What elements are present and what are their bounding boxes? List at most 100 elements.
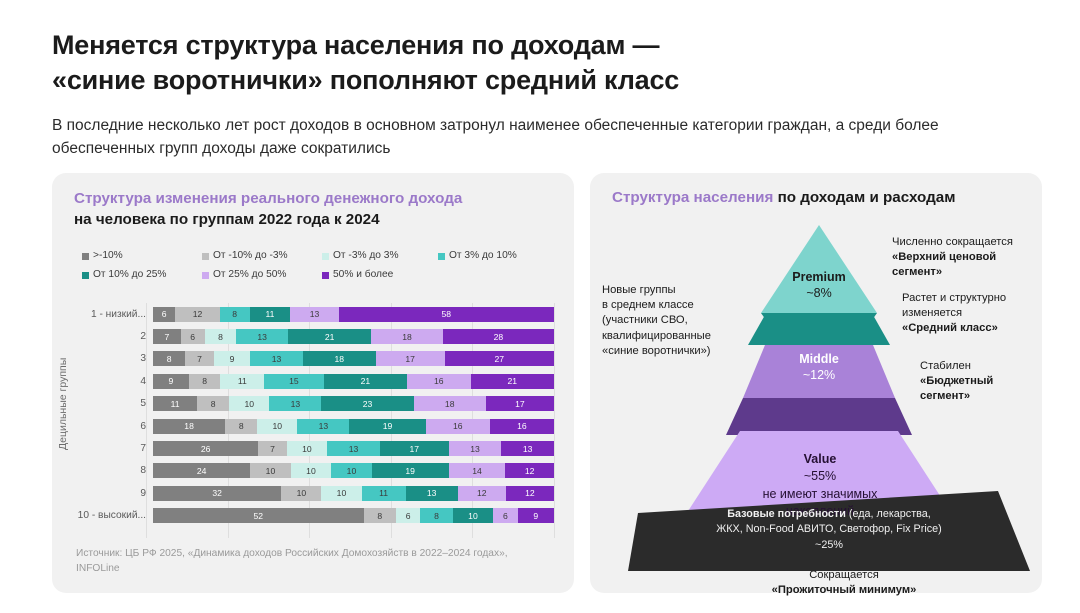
chart-bar-segment[interactable]: 13 (269, 396, 322, 412)
chart-bar-segment[interactable]: 10 (281, 485, 322, 501)
chart-bar-segment[interactable]: 13 (448, 441, 502, 457)
chart-bar-segment[interactable]: 18 (302, 351, 376, 367)
chart-bar-segment[interactable]: 12 (457, 485, 506, 501)
legend-swatch-icon (438, 252, 445, 260)
chart-bar-segment[interactable]: 8 (225, 418, 258, 434)
left-panel-title-dark: на человека по группам 2022 года к 2024 (74, 210, 380, 228)
chart-bar-segment[interactable]: 10 (250, 463, 291, 479)
annotation-middle-line3: «Средний класс» (902, 322, 998, 335)
annotation-base: Сокращается «Прожиточный минимум» (714, 568, 974, 598)
legend-item[interactable]: От 25% до 50% (202, 269, 322, 280)
chart-bar-segment[interactable]: 21 (470, 373, 554, 389)
chart-bar-segment[interactable]: 28 (442, 329, 554, 345)
chart-bar-segment[interactable]: 32 (153, 485, 282, 501)
chart-bar-segment[interactable]: 10 (321, 485, 362, 501)
legend-swatch-icon (322, 271, 329, 279)
chart-bar-segment[interactable]: 8 (219, 306, 250, 322)
chart-bar-segment[interactable]: 13 (405, 485, 458, 501)
pyramid-middle-shape (743, 345, 895, 398)
chart-bar-segment[interactable]: 12 (505, 463, 554, 479)
chart-bar-segment[interactable]: 6 (493, 508, 518, 524)
chart-bar-segment[interactable]: 52 (153, 508, 364, 524)
chart-bar-segment[interactable]: 13 (236, 329, 288, 345)
chart-bar-segment[interactable]: 10 (229, 396, 270, 412)
chart-bar-segment[interactable]: 9 (517, 508, 554, 524)
chart-bar-segment[interactable]: 10 (286, 441, 328, 457)
right-panel-title-dark: по доходам и расходам (777, 189, 956, 206)
chart-bar-segment[interactable]: 8 (197, 396, 230, 412)
chart-bar-segment[interactable]: 11 (153, 396, 198, 412)
chart-bar-segment[interactable]: 11 (220, 373, 265, 389)
chart-bar-segment[interactable]: 13 (327, 441, 380, 457)
chart-bar-segment[interactable]: 8 (363, 508, 397, 524)
chart-bar-segment[interactable]: 13 (297, 418, 350, 434)
chart-bar-segment[interactable]: 18 (413, 396, 486, 412)
chart-bar-segment[interactable]: 24 (153, 463, 251, 479)
chart-bar-segment[interactable]: 19 (349, 418, 426, 434)
chart-bar-segment[interactable]: 23 (321, 396, 414, 412)
chart-bar-segment[interactable]: 19 (371, 463, 449, 479)
chart-bar-segment[interactable]: 8 (420, 508, 453, 524)
chart-bar-segment[interactable]: 7 (185, 351, 214, 367)
legend-item[interactable]: 50% и более (322, 269, 438, 280)
chart-bar-segment[interactable]: 10 (290, 463, 332, 479)
chart-bar-segment[interactable]: 18 (371, 329, 443, 345)
annotation-premium: Численно сокращается «Верхний ценовой се… (892, 235, 1040, 281)
chart-bar-segment[interactable]: 12 (505, 485, 554, 501)
chart-bar-segment[interactable]: 17 (379, 441, 449, 457)
chart-bar-segment[interactable]: 16 (407, 373, 471, 389)
chart-bar-segment[interactable]: 11 (249, 306, 291, 322)
annotation-left-line1: Новые группы (602, 284, 676, 296)
chart-bar-segment[interactable]: 7 (258, 441, 287, 457)
chart-bar-segment[interactable]: 8 (188, 373, 221, 389)
chart-bar-segment[interactable]: 11 (361, 485, 406, 501)
legend-item[interactable]: От -10% до -3% (202, 250, 322, 261)
chart-bar-segment[interactable]: 16 (425, 418, 490, 434)
page-title-line1: Меняется структура населения по доходам … (52, 30, 660, 60)
chart-bar-segment[interactable]: 12 (175, 306, 220, 322)
chart-bar-segment[interactable]: 17 (375, 351, 445, 367)
chart-bar-segment[interactable]: 21 (287, 329, 372, 345)
chart-row: 2 7 6 8 13 21 18 28 (74, 325, 554, 347)
page-title: Меняется структура населения по доходам … (52, 28, 1042, 98)
chart-bar-segment[interactable]: 9 (213, 351, 251, 367)
chart-bar-segment[interactable]: 9 (153, 373, 189, 389)
annotation-value-line2: «Бюджетный (920, 375, 994, 388)
chart-row: 3 8 7 9 13 18 17 27 (74, 348, 554, 370)
chart-bar-segment[interactable]: 13 (250, 351, 303, 367)
chart-bar-segment[interactable]: 26 (153, 441, 259, 457)
annotation-value-line1: Стабилен (920, 360, 971, 372)
legend-label: >-10% (93, 250, 123, 261)
chart-stacked-bar: 11 8 10 13 23 18 17 (153, 396, 554, 412)
chart-bar-segment[interactable]: 8 (204, 329, 237, 345)
chart-bar-segment[interactable]: 58 (338, 306, 554, 322)
chart-row: 9 32 10 10 11 13 12 12 (74, 482, 554, 504)
pyramid-base-value: ~25% (815, 538, 843, 551)
chart-bar-segment[interactable]: 6 (396, 508, 421, 524)
chart-stacked-bar: 26 7 10 13 17 13 13 (153, 441, 554, 457)
chart-bar-segment[interactable]: 13 (290, 306, 339, 322)
chart-bar-segment[interactable]: 8 (153, 351, 186, 367)
chart-bar-segment[interactable]: 17 (485, 396, 554, 412)
chart-bar-segment[interactable]: 14 (448, 463, 506, 479)
chart-bar-segment[interactable]: 7 (153, 329, 181, 345)
chart-bar-segment[interactable]: 13 (501, 441, 554, 457)
chart-bar-segment[interactable]: 16 (489, 418, 554, 434)
chart-bar-segment[interactable]: 10 (257, 418, 298, 434)
chart-bar-segment[interactable]: 10 (331, 463, 372, 479)
chart-bar-segment[interactable]: 6 (153, 306, 176, 322)
chart-bar-segment[interactable]: 21 (323, 373, 408, 389)
chart-bar-segment[interactable]: 6 (180, 329, 205, 345)
page-title-line2: «синие воротнички» пополняют средний кла… (52, 65, 680, 96)
legend-item[interactable]: От 3% до 10% (438, 250, 550, 261)
chart-bar-segment[interactable]: 15 (264, 373, 324, 389)
annotation-base-line2: «Прожиточный минимум» (771, 584, 917, 597)
legend-item[interactable]: >-10% (82, 250, 202, 261)
chart-bar-segment[interactable]: 27 (444, 351, 554, 367)
chart-bar-segment[interactable]: 10 (452, 508, 494, 524)
legend-item[interactable]: От 10% до 25% (82, 269, 202, 280)
legend-item[interactable]: От -3% до 3% (322, 250, 438, 261)
chart-row-label: 6 (140, 420, 146, 432)
chart-bar-segment[interactable]: 18 (153, 418, 226, 434)
